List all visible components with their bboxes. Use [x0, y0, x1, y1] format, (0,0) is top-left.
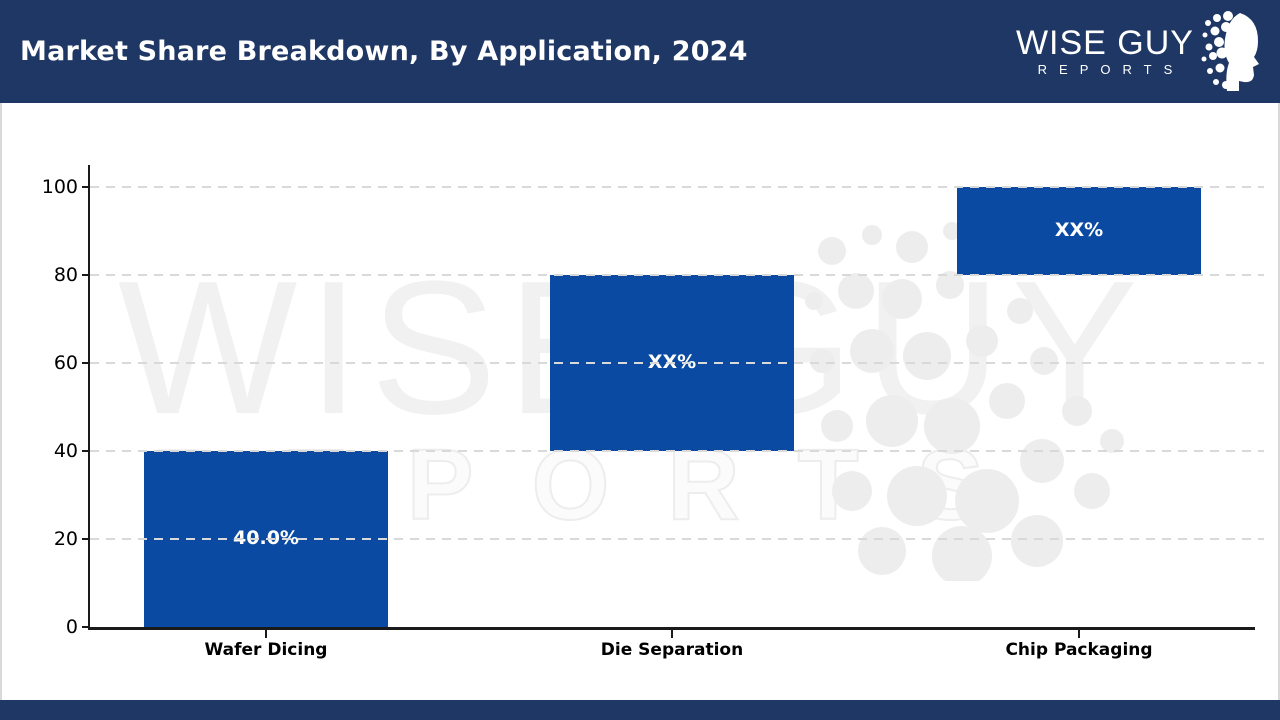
gridline — [90, 274, 1264, 276]
x-axis-tick-mark — [1078, 630, 1080, 638]
gridline — [90, 186, 1264, 188]
bar-chart-plot: 0 20 40 60 80 100 40.0% Wafer Dicing XX% Die Sepa… — [2, 103, 1278, 700]
y-axis-tick-mark — [82, 450, 89, 452]
y-axis-tick-label: 0 — [65, 616, 78, 638]
gridline — [90, 450, 1264, 452]
logo-subtext: REPORTS — [1037, 61, 1185, 77]
x-axis-category-label: Wafer Dicing — [204, 640, 328, 660]
y-axis-tick-label: 60 — [53, 352, 78, 374]
logo-wordmark: WISE GUY — [1015, 24, 1194, 63]
y-axis-tick-label: 40 — [53, 440, 78, 462]
gridline — [90, 362, 1264, 364]
x-axis-tick-mark — [671, 630, 673, 638]
logo-text: WISE GUY REPORTS — [1015, 24, 1194, 77]
x-axis-category-label: Chip Packaging — [1005, 640, 1153, 660]
face-profile-dots-icon — [1201, 10, 1259, 91]
header-bar: Market Share Breakdown, By Application, … — [0, 0, 1280, 103]
y-axis-tick-mark — [82, 626, 89, 628]
y-axis-tick-mark — [82, 362, 89, 364]
wise-guy-reports-logo: WISE GUY REPORTS — [1015, 10, 1262, 93]
y-axis-tick-label: 80 — [53, 264, 78, 286]
y-axis-tick-mark — [82, 538, 89, 540]
x-axis-tick-mark — [265, 630, 267, 638]
x-axis-line — [88, 627, 1255, 630]
y-axis-tick-mark — [82, 186, 89, 188]
page-title: Market Share Breakdown, By Application, … — [20, 36, 748, 67]
y-axis-line — [88, 165, 90, 629]
y-axis-tick-mark — [82, 274, 89, 276]
gridline — [90, 538, 1264, 540]
bar-value-label: XX% — [1054, 219, 1104, 241]
chart-area: WISE GUY REPORTS 0 20 40 60 80 100 40.0% Wafer … — [0, 103, 1280, 700]
x-axis-category-label: Die Separation — [600, 640, 744, 660]
bar-segment: XX% — [957, 187, 1201, 275]
footer-bar — [0, 700, 1280, 720]
y-axis-tick-label: 20 — [53, 528, 78, 550]
y-axis-tick-label: 100 — [41, 176, 78, 198]
